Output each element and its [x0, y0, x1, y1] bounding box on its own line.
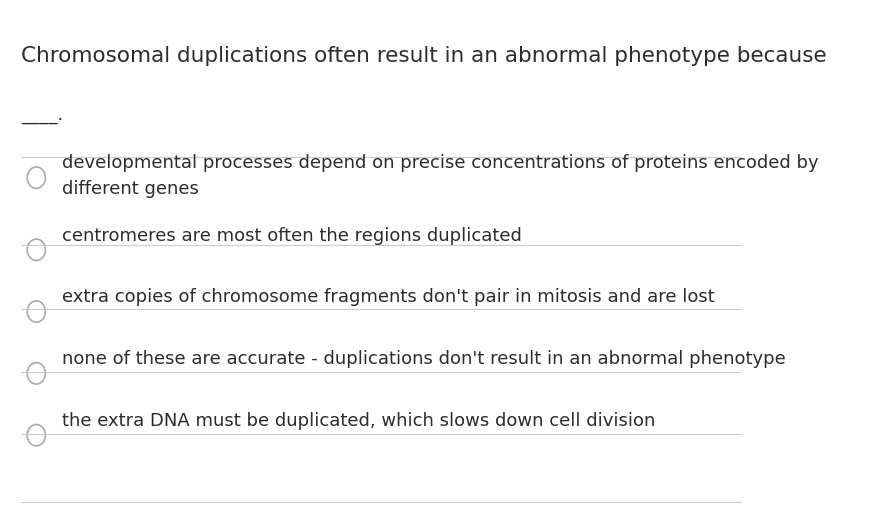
Text: centromeres are most often the regions duplicated: centromeres are most often the regions d…: [62, 227, 522, 245]
Text: none of these are accurate - duplications don't result in an abnormal phenotype: none of these are accurate - duplication…: [62, 350, 786, 368]
Text: extra copies of chromosome fragments don't pair in mitosis and are lost: extra copies of chromosome fragments don…: [62, 288, 715, 306]
Text: the extra DNA must be duplicated, which slows down cell division: the extra DNA must be duplicated, which …: [62, 412, 656, 430]
Text: ____.: ____.: [21, 106, 63, 124]
Text: Chromosomal duplications often result in an abnormal phenotype because: Chromosomal duplications often result in…: [21, 46, 827, 66]
Text: developmental processes depend on precise concentrations of proteins encoded by
: developmental processes depend on precis…: [62, 154, 819, 197]
